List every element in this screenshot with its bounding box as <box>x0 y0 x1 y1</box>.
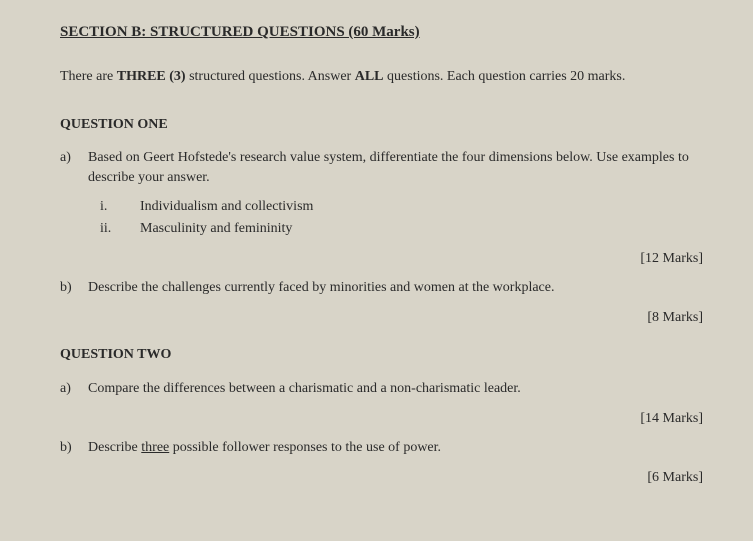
instructions-count: THREE (3) <box>117 69 186 84</box>
question-two-heading: QUESTION TWO <box>60 345 703 365</box>
q2-part-a: a) Compare the differences between a cha… <box>60 379 703 399</box>
q2a-marks: [14 Marks] <box>60 409 703 429</box>
q1-part-a: a) Based on Geert Hofstede's research va… <box>60 148 703 187</box>
q1a-item2-label: ii. <box>100 219 140 239</box>
q2b-underlined: three <box>141 440 169 455</box>
q1a-marks: [12 Marks] <box>60 249 703 269</box>
q1a-item1-label: i. <box>100 197 140 217</box>
question-one-heading: QUESTION ONE <box>60 115 703 135</box>
instructions-all: ALL <box>355 69 384 84</box>
q2a-text-post: non-charismatic leader. <box>390 381 521 396</box>
q2b-marks: [6 Marks] <box>60 468 703 488</box>
q1a-item-2: ii. Masculinity and femininity <box>100 219 703 239</box>
instructions-mid: structured questions. Answer <box>186 69 355 84</box>
q2b-text-pre: Describe <box>88 440 141 455</box>
q2a-label: a) <box>60 379 88 399</box>
q2a-text: Compare the differences between a charis… <box>88 379 703 399</box>
q1b-text: Describe the challenges currently faced … <box>88 278 703 298</box>
q2b-text-post: possible follower responses to the use o… <box>169 440 441 455</box>
q1b-label: b) <box>60 278 88 298</box>
section-header: SECTION B: STRUCTURED QUESTIONS (60 Mark… <box>60 22 703 43</box>
instructions-suffix: questions. Each question carries 20 mark… <box>384 69 626 84</box>
instructions-prefix: There are <box>60 69 117 84</box>
q1a-item-1: i. Individualism and collectivism <box>100 197 703 217</box>
q1a-item1-text: Individualism and collectivism <box>140 197 313 217</box>
question-one: QUESTION ONE a) Based on Geert Hofstede'… <box>60 115 703 328</box>
q2a-text-pre: Compare the differences between a charis… <box>88 381 380 396</box>
instructions: There are THREE (3) structured questions… <box>60 67 703 87</box>
question-two: QUESTION TWO a) Compare the differences … <box>60 345 703 487</box>
q2b-label: b) <box>60 438 88 458</box>
q1a-item2-text: Masculinity and femininity <box>140 219 292 239</box>
q1-part-b: b) Describe the challenges currently fac… <box>60 278 703 298</box>
q1a-label: a) <box>60 148 88 187</box>
q1b-marks: [8 Marks] <box>60 308 703 328</box>
q1a-text: Based on Geert Hofstede's research value… <box>88 148 703 187</box>
q2-part-b: b) Describe three possible follower resp… <box>60 438 703 458</box>
cursor-icon: a <box>380 379 390 399</box>
q1a-subitems: i. Individualism and collectivism ii. Ma… <box>100 197 703 238</box>
q2b-text: Describe three possible follower respons… <box>88 438 703 458</box>
